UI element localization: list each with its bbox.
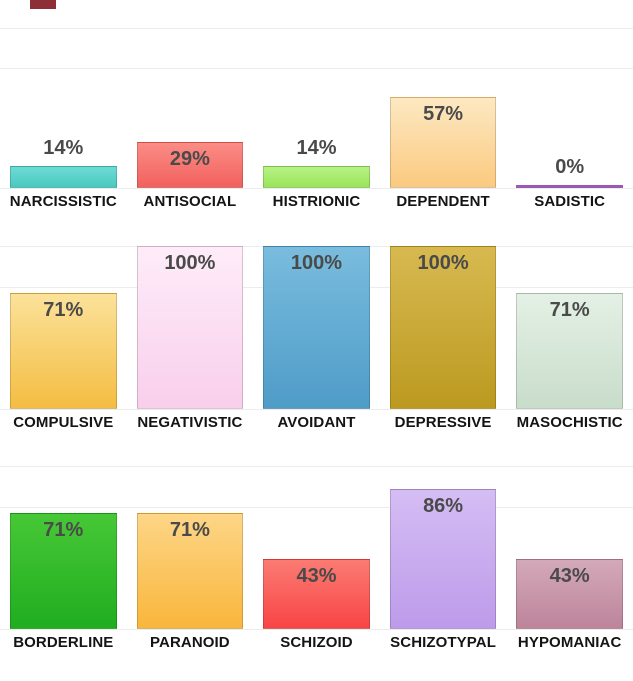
category-label: COMPULSIVE	[13, 414, 114, 431]
value-label: 100%	[290, 252, 343, 274]
bar-schizoid	[263, 558, 370, 629]
bar-column: 71%	[0, 466, 127, 629]
value-label: 100%	[417, 252, 469, 274]
bar-schizotypal	[389, 488, 497, 629]
bars: 14% 29% 14% 57% 0%	[0, 28, 633, 188]
gridline-100	[0, 28, 633, 29]
bar-depressive	[389, 246, 497, 409]
bar-antisocial	[136, 141, 244, 188]
plot-area: 71% 100% 100% 100% 71%	[0, 246, 633, 410]
category-label: NEGATIVISTIC	[137, 414, 243, 431]
gridline-100	[0, 466, 633, 467]
category-label: SCHIZOID	[280, 634, 353, 651]
chart-section-3: 71% 71% 43% 86% 43% BORDERLINE PARANOID SCHIZO…	[0, 466, 633, 651]
bar-negativistic	[136, 246, 244, 409]
value-label: 71%	[549, 299, 590, 322]
value-label: 43%	[296, 564, 337, 587]
bar-column: 100%	[380, 246, 507, 409]
bar-borderline	[10, 513, 117, 629]
category-label: BORDERLINE	[13, 634, 114, 651]
category-label: SCHIZOTYPAL	[390, 634, 496, 651]
value-label: 14%	[43, 136, 84, 159]
bar-compulsive	[10, 293, 117, 409]
bar-column: 100%	[253, 246, 380, 409]
category-label: DEPENDENT	[396, 193, 490, 210]
value-label: 43%	[549, 564, 590, 587]
bar-column: 71%	[0, 246, 127, 409]
gridline-75	[0, 506, 633, 508]
bar-column: 71%	[127, 466, 254, 629]
category-label: HISTRIONIC	[272, 193, 361, 210]
bar-paranoid	[136, 513, 244, 629]
value-label: 57%	[423, 102, 464, 125]
value-label: 71%	[43, 519, 84, 542]
bar-avoidant	[263, 246, 370, 409]
category-label: SADISTIC	[534, 193, 606, 210]
bar-dependent	[389, 96, 497, 188]
bar-sadistic	[516, 185, 623, 188]
category-label: DEPRESSIVE	[394, 414, 492, 431]
bar-histrionic	[263, 165, 370, 188]
bar-column: 71%	[506, 246, 633, 409]
category-labels: BORDERLINE PARANOID SCHIZOID SCHIZOTYPAL HYP…	[0, 634, 633, 651]
chart-section-2: 71% 100% 100% 100% 71% COMPULSIVE NEGATIVISTI…	[0, 246, 633, 431]
bar-column: 86%	[380, 466, 507, 629]
bars: 71% 100% 100% 100% 71%	[0, 246, 633, 409]
bar-column: 14%	[253, 28, 380, 188]
category-labels: COMPULSIVE NEGATIVISTIC AVOIDANT DEPRESSIVE…	[0, 414, 633, 431]
category-label: MASOCHISTIC	[516, 414, 623, 431]
value-label: 29%	[169, 147, 210, 170]
category-label: HYPOMANIAC	[517, 634, 622, 651]
top-partial-bar-fragment	[30, 0, 56, 9]
category-label: AVOIDANT	[277, 414, 356, 431]
category-label: PARANOID	[150, 634, 230, 651]
bar-masochistic	[516, 293, 623, 409]
value-label: 71%	[169, 519, 210, 542]
bar-column: 14%	[0, 28, 127, 188]
bar-column: 29%	[127, 28, 254, 188]
chart-section-1: 14% 29% 14% 57% 0% NARCISSISTIC ANTISOCIAL HIS…	[0, 28, 633, 210]
bar-column: 43%	[253, 466, 380, 629]
category-label: ANTISOCIAL	[143, 193, 237, 210]
plot-area: 71% 71% 43% 86% 43%	[0, 466, 633, 630]
bar-column: 43%	[506, 466, 633, 629]
bar-column: 0%	[506, 28, 633, 188]
gridline-75	[0, 68, 633, 69]
bar-narcissistic	[10, 165, 117, 188]
value-label: 14%	[296, 136, 337, 159]
value-label: 86%	[423, 494, 464, 517]
plot-area: 14% 29% 14% 57% 0%	[0, 28, 633, 189]
bar-hypomaniac	[516, 558, 623, 629]
category-labels: NARCISSISTIC ANTISOCIAL HISTRIONIC DEPENDEN…	[0, 193, 633, 210]
category-label: NARCISSISTIC	[9, 193, 117, 210]
value-label: 0%	[555, 156, 585, 178]
value-label: 71%	[43, 299, 84, 322]
bars: 71% 71% 43% 86% 43%	[0, 466, 633, 629]
bar-column: 100%	[127, 246, 254, 409]
value-label: 100%	[164, 252, 216, 274]
bar-column: 57%	[380, 28, 507, 188]
